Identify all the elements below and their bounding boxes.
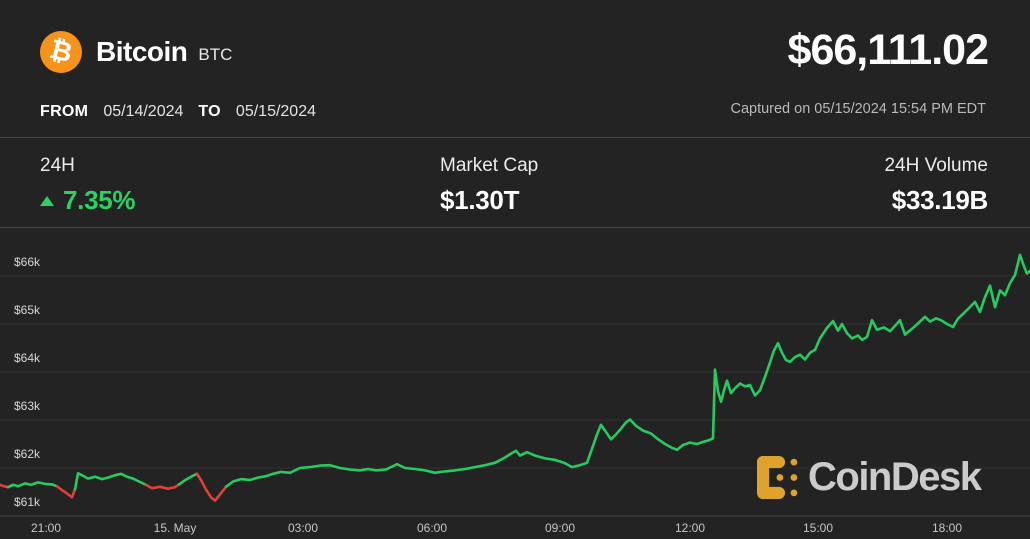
x-axis-label: 15. May <box>153 521 197 535</box>
coindesk-watermark: CoinDesk <box>757 455 982 500</box>
price-line-chart[interactable] <box>0 228 1030 517</box>
captured-timestamp: Captured on 05/15/2024 15:54 PM EDT <box>730 101 986 117</box>
to-date: 05/15/2024 <box>235 103 316 120</box>
from-label: FROM <box>40 103 89 120</box>
bitcoin-glyph: ₿ <box>46 33 76 69</box>
price-line-segment <box>55 485 77 499</box>
stats-row: 24H 7.35% Market Cap $1.30T 24H Volume $… <box>0 138 1030 228</box>
x-axis-label: 03:00 <box>287 521 319 535</box>
x-axis: 21:00 15. May 03:00 06:00 09:00 12:00 15:00 18:… <box>0 517 1030 538</box>
stat-market-cap: Market Cap $1.30T <box>440 155 538 216</box>
to-label: TO <box>198 103 221 120</box>
price-line-segment <box>177 472 199 486</box>
x-axis-label: 18:00 <box>931 521 963 535</box>
x-axis-label: 12:00 <box>674 521 706 535</box>
stat-24h-change: 24H 7.35% <box>40 155 136 216</box>
coin-name: Bitcoin <box>96 36 188 67</box>
coin-identity: ₿ Bitcoin BTC <box>40 31 232 73</box>
volume-value: $33.19B <box>891 185 989 215</box>
price-line-segment <box>195 472 228 502</box>
bitcoin-icon: ₿ <box>40 31 82 73</box>
market-cap-label: Market Cap <box>440 155 539 176</box>
price-line-segment <box>144 483 181 490</box>
price-line-segment <box>73 472 148 491</box>
coin-symbol: BTC <box>198 45 233 64</box>
price-line-segment <box>0 483 10 489</box>
y-axis-label: $65k <box>14 303 41 317</box>
date-range: FROM 05/14/2024 TO 05/15/2024 <box>40 103 331 121</box>
volume-label: 24H Volume <box>884 155 988 176</box>
y-axis-label: $66k <box>14 255 41 269</box>
change-label: 24H <box>40 155 75 176</box>
up-arrow-icon <box>40 195 54 206</box>
y-axis-label: $62k <box>14 447 41 462</box>
price-chart[interactable]: CoinDesk $66k $65k $64k $63k $62k $61k <box>0 228 1030 517</box>
header: ₿ Bitcoin BTC FROM 05/14/2024 TO 05/15/2… <box>0 0 1030 138</box>
x-axis-label: 15:00 <box>802 521 834 535</box>
coindesk-logo-icon <box>757 456 798 499</box>
coindesk-wordmark: CoinDesk <box>808 455 982 499</box>
price-line-segment <box>224 253 1030 489</box>
x-axis-label: 09:00 <box>544 521 576 535</box>
current-price: $66,111.02 <box>787 26 989 74</box>
x-axis-label: 21:00 <box>30 521 62 535</box>
stat-24h-volume: 24H Volume $33.19B <box>884 155 988 216</box>
from-date: 05/14/2024 <box>103 103 184 120</box>
y-axis-label: $63k <box>14 399 41 414</box>
market-cap-value: $1.30T <box>440 185 520 215</box>
y-axis-label: $64k <box>14 351 41 366</box>
x-axis-label: 06:00 <box>416 521 448 535</box>
y-axis-label: $61k <box>14 495 41 510</box>
price-line-segment <box>6 481 59 489</box>
change-value: 7.35% <box>63 185 136 215</box>
